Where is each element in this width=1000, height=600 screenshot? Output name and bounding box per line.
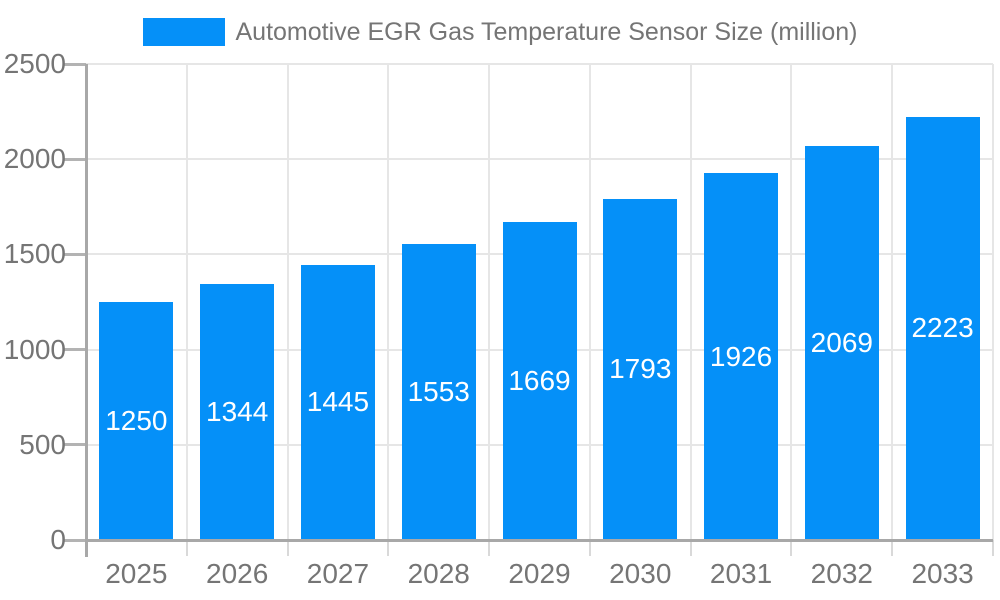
v-gridline: [286, 64, 289, 540]
x-axis-tick: [992, 540, 994, 556]
x-tick-label: 2026: [206, 558, 269, 589]
v-gridline: [185, 64, 188, 540]
bar-value-label: 1344: [206, 396, 269, 428]
bar[interactable]: [704, 173, 779, 540]
v-gridline: [488, 64, 491, 540]
h-gridline: [86, 158, 993, 161]
bar[interactable]: [300, 264, 375, 540]
y-tick-label: 0: [50, 524, 66, 555]
bar-value-label: 1926: [709, 340, 773, 372]
x-axis-line: [86, 538, 993, 542]
v-gridline: [992, 64, 994, 540]
legend-swatch: [142, 18, 225, 46]
y-tick-label: 2500: [3, 48, 66, 79]
legend[interactable]: Automotive EGR Gas Temperature Sensor Si…: [0, 14, 1000, 50]
v-gridline: [891, 64, 894, 540]
x-axis-tick: [689, 540, 692, 556]
x-axis-tick: [790, 540, 793, 556]
x-axis-tick: [185, 540, 188, 556]
v-gridline: [790, 64, 793, 540]
v-gridline: [689, 64, 692, 540]
x-tick-label: 2025: [105, 558, 168, 589]
bar-value-label: 2223: [911, 312, 974, 344]
bar-value-label: 1445: [306, 386, 370, 418]
y-axis-tick: [64, 443, 86, 447]
x-axis-tick: [488, 540, 491, 556]
x-tick-label: 2027: [306, 558, 370, 589]
y-axis-tick: [64, 252, 86, 256]
bar-value-label: 2069: [810, 327, 873, 359]
bar[interactable]: [200, 284, 275, 540]
y-axis-tick: [64, 157, 86, 161]
v-gridline: [387, 64, 390, 540]
y-axis-tick: [64, 348, 86, 352]
y-tick-label: 1500: [3, 238, 66, 270]
x-tick-label: 2033: [911, 558, 974, 589]
y-tick-label: 2000: [3, 143, 66, 175]
x-axis-tick: [286, 540, 289, 556]
x-tick-label: 2030: [609, 558, 672, 589]
x-axis-tick: [891, 540, 894, 556]
bar-value-label: 1553: [407, 376, 470, 408]
bar-value-label: 1793: [609, 353, 672, 385]
x-tick-label: 2028: [407, 558, 470, 589]
x-tick-label: 2031: [709, 558, 773, 589]
y-axis-tick: [64, 62, 86, 66]
bar[interactable]: [99, 302, 174, 540]
y-tick-label: 1000: [3, 333, 66, 365]
legend-label: Automotive EGR Gas Temperature Sensor Si…: [235, 17, 858, 46]
y-axis-tick: [64, 538, 86, 542]
bar-value-label: 1250: [105, 405, 168, 436]
h-gridline: [86, 63, 993, 65]
y-axis-line: [84, 64, 88, 557]
bar[interactable]: [804, 146, 879, 540]
bar[interactable]: [603, 198, 678, 540]
bar[interactable]: [502, 222, 577, 540]
bar-value-label: 1669: [508, 365, 571, 397]
y-tick-label: 500: [19, 428, 66, 460]
x-axis-tick: [387, 540, 390, 556]
bar[interactable]: [401, 244, 476, 540]
x-tick-label: 2032: [810, 558, 873, 589]
x-tick-label: 2029: [508, 558, 571, 589]
v-gridline: [588, 64, 591, 540]
x-axis-tick: [588, 540, 591, 556]
bar[interactable]: [905, 116, 980, 540]
